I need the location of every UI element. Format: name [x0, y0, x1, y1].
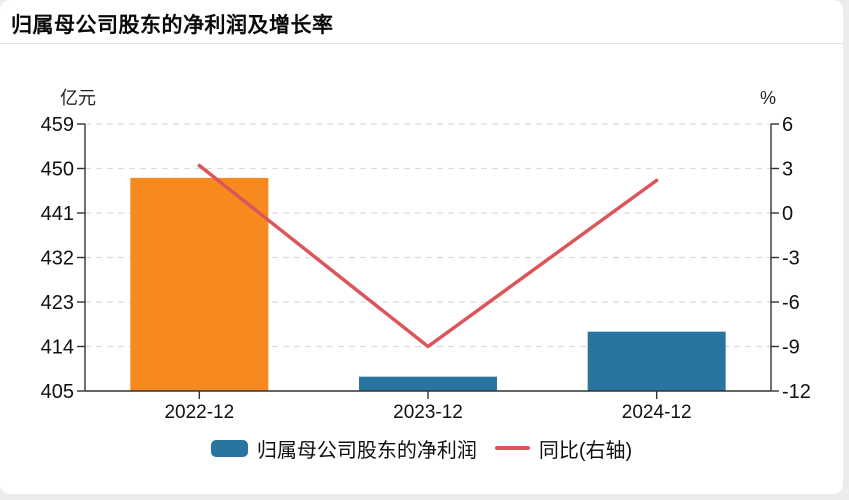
right-tick-label: -9: [782, 337, 800, 359]
left-tick-label: 432: [41, 248, 74, 270]
left-tick-label: 450: [41, 159, 74, 181]
right-tick-label: -3: [782, 248, 800, 270]
bar-2023-12[interactable]: [359, 376, 497, 391]
left-tick-label: 441: [41, 203, 74, 225]
bar-2024-12[interactable]: [587, 331, 726, 391]
left-tick-label: 423: [41, 292, 74, 314]
left-tick-label: 405: [41, 381, 74, 403]
left-tick-label: 414: [41, 337, 74, 359]
x-axis-label-2023-12: 2023-12: [393, 402, 463, 423]
yoy-line[interactable]: [197, 163, 659, 349]
chart-canvas[interactable]: 459 450 441 432 423 414 405 6 3 0 -3 -6 -9 -12 亿元 % 2022…: [0, 60, 849, 432]
right-tick-label: 6: [782, 114, 793, 136]
right-axis-unit: %: [760, 88, 776, 108]
left-axis-unit: 亿元: [60, 88, 96, 108]
legend: 归属母公司股东的净利润 同比(右轴): [0, 434, 843, 462]
bar-swatch-icon: [210, 439, 248, 457]
chart-header: 归属母公司股东的净利润及增长率: [0, 0, 843, 44]
legend-item-net-profit[interactable]: 归属母公司股东的净利润: [210, 434, 477, 463]
page-title: 归属母公司股东的净利润及增长率: [11, 14, 334, 37]
legend-label-net-profit: 归属母公司股东的净利润: [256, 439, 477, 462]
x-axis-label-2022-12: 2022-12: [164, 402, 234, 423]
right-tick-label: 0: [782, 203, 793, 225]
x-axis-label-2024-12: 2024-12: [622, 402, 692, 423]
legend-label-yoy: 同比(右轴): [538, 439, 633, 462]
bar-2022-12[interactable]: [130, 177, 269, 391]
chart-area: 459 450 441 432 423 414 405 6 3 0 -3 -6 -9 -12 亿元% 2022…: [0, 60, 849, 432]
line-swatch-icon: [494, 446, 530, 450]
legend-item-yoy[interactable]: 同比(右轴): [494, 434, 633, 463]
right-tick-label: 3: [782, 159, 793, 181]
right-tick-label: -6: [782, 292, 800, 314]
right-tick-label: -12: [782, 381, 811, 403]
left-tick-label: 459: [41, 114, 74, 136]
